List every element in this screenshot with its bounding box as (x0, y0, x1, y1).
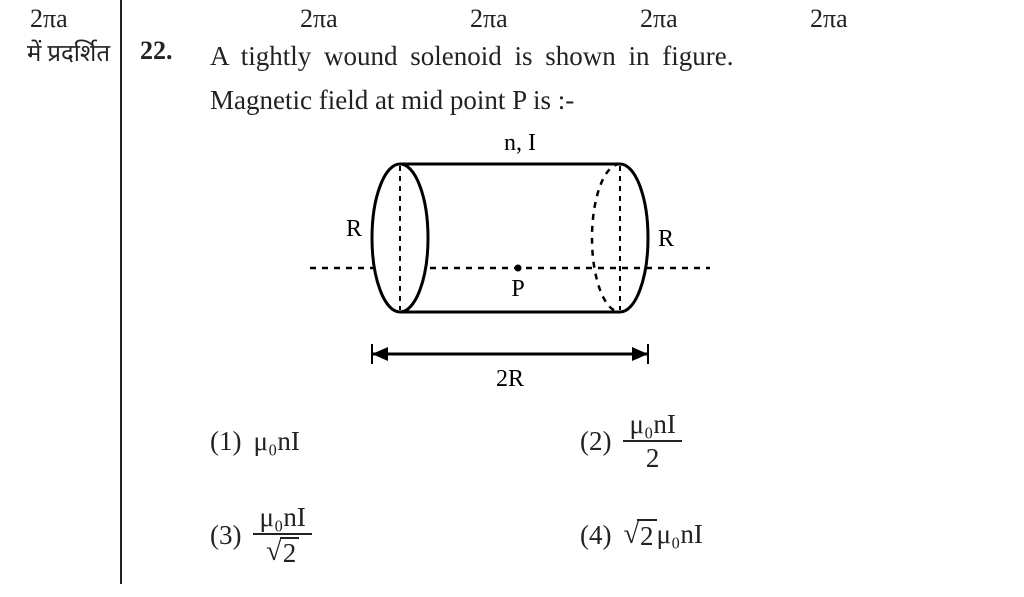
options-row-1: (1) μ₀nI (2) μ₀nI 2 (210, 410, 970, 473)
option-4-label: (4) (580, 520, 611, 551)
fig-label-bottom: 2R (496, 366, 524, 392)
option-3-label: (3) (210, 520, 241, 551)
sqrt-icon: √ 2 (266, 537, 299, 567)
option-2: (2) μ₀nI 2 (580, 410, 950, 473)
options-row-2: (3) μ₀nI √ 2 (4) √ 2 μ₀nI (210, 503, 970, 568)
question-number: 22. (140, 36, 173, 66)
options-block: (1) μ₀nI (2) μ₀nI 2 (3) μ₀nI √ 2 (210, 410, 970, 597)
option-2-num: μ₀nI (623, 410, 681, 442)
fig-label-left: R (346, 216, 362, 242)
option-4-rest: μ₀nI (657, 519, 703, 549)
option-2-label: (2) (580, 426, 611, 457)
question-text-line2: Magnetic field at mid point P is :- (210, 80, 970, 122)
option-1-expr: μ₀nI (253, 426, 299, 457)
question-text-line1: A tightly wound solenoid is shown in fig… (210, 36, 970, 78)
top-item-0: 2πa (30, 4, 68, 34)
option-4: (4) √ 2 μ₀nI (580, 503, 950, 568)
top-item-2: 2πa (470, 4, 508, 34)
option-2-den: 2 (623, 442, 681, 472)
option-3: (3) μ₀nI √ 2 (210, 503, 580, 568)
option-3-num: μ₀nI (253, 503, 311, 535)
option-4-expr: √ 2 μ₀nI (623, 519, 702, 552)
sqrt-icon: √ 2 (623, 519, 656, 552)
top-item-3: 2πa (640, 4, 678, 34)
option-1-label: (1) (210, 426, 241, 457)
option-2-expr: μ₀nI 2 (623, 410, 681, 473)
option-4-radicand: 2 (637, 519, 657, 552)
option-3-den: √ 2 (253, 535, 311, 567)
option-1: (1) μ₀nI (210, 410, 580, 473)
solenoid-figure: n, I R R P 2R (310, 118, 710, 398)
fig-label-center: P (511, 276, 524, 302)
top-item-1: 2πa (300, 4, 338, 34)
vertical-divider (120, 0, 122, 584)
option-3-radicand: 2 (280, 537, 300, 567)
fig-label-top: n, I (504, 130, 536, 156)
option-3-expr: μ₀nI √ 2 (253, 503, 311, 568)
left-margin-label: में प्रदर्शित (0, 36, 110, 69)
top-item-4: 2πa (810, 4, 848, 34)
fig-label-right: R (658, 226, 674, 252)
